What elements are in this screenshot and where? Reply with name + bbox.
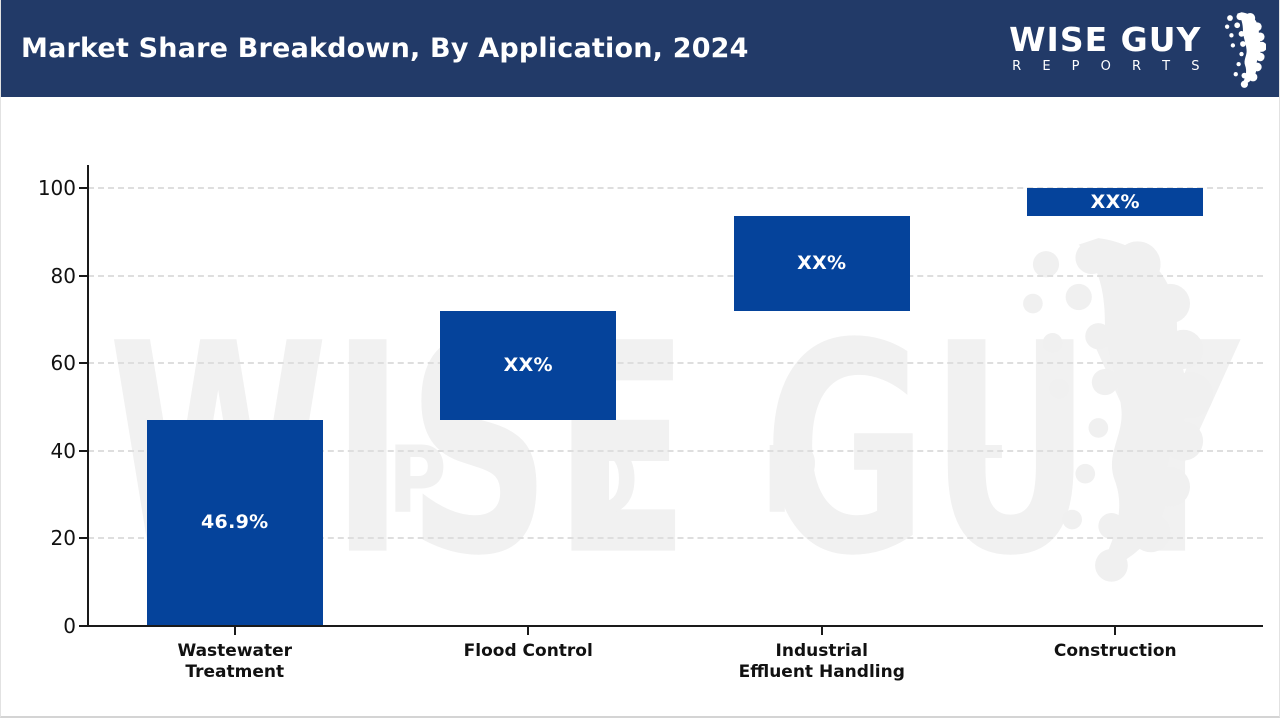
gridline [88, 187, 1263, 189]
y-axis-tickmark [79, 537, 88, 539]
y-axis-tick-label: 40 [50, 438, 76, 463]
logo-text: WISE GUY R E P O R T S [1009, 23, 1208, 74]
x-axis-tickmark [527, 626, 530, 635]
y-axis-tick-label: 60 [50, 351, 76, 375]
bar-value-label: XX% [797, 252, 847, 274]
waterfall-bar-segment [733, 216, 910, 312]
y-axis-tickmark [79, 362, 88, 364]
header-banner: Market Share Breakdown, By Application, … [0, 0, 1280, 97]
watermark-face-icon [878, 225, 1214, 585]
y-axis-tick-label: 0 [63, 613, 76, 638]
x-axis-category-label: Construction [1053, 640, 1177, 661]
gridline [88, 537, 1263, 539]
logo-face-icon [1194, 9, 1266, 89]
waterfall-bar-segment [440, 311, 617, 421]
x-axis-category-label: Industrial Effluent Handling [738, 640, 905, 682]
waterfall-bar-segment [1027, 188, 1204, 216]
y-axis-tick-label: 80 [50, 263, 76, 288]
x-axis-category-label: Wastewater Treatment [177, 640, 293, 682]
x-axis-tickmark [233, 626, 236, 635]
bar-value-label: XX% [503, 354, 553, 377]
wiseguy-logo: WISE GUY R E P O R T S [1009, 9, 1280, 89]
gridline [88, 362, 1263, 364]
x-axis-line [87, 624, 1263, 627]
bar-value-label: 46.9% [201, 511, 269, 534]
x-axis-category-label: Flood Control [463, 640, 593, 661]
page-title: Market Share Breakdown, By Application, … [21, 33, 749, 64]
logo-name: WISE GUY [1009, 20, 1202, 59]
chart-area: WISE GUY P O R T S 0 20 40 60 80 100 46.9% XX% X… [0, 97, 1280, 720]
logo-subtitle: R E P O R T S [1012, 59, 1208, 74]
gridline [88, 274, 1263, 277]
y-axis-tickmark [79, 274, 88, 277]
y-axis-tick-label: 100 [37, 176, 76, 200]
x-axis-tickmark [1114, 626, 1117, 635]
y-axis-tickmark [79, 624, 88, 627]
y-axis-tickmark [79, 449, 88, 452]
gridline [88, 449, 1263, 452]
waterfall-bar-segment [146, 420, 323, 626]
bar-value-label: XX% [1090, 191, 1140, 213]
x-axis-tickmark [820, 626, 823, 635]
y-axis-tick-label: 20 [50, 526, 76, 550]
y-axis-line [87, 165, 89, 627]
y-axis-tickmark [79, 187, 88, 189]
